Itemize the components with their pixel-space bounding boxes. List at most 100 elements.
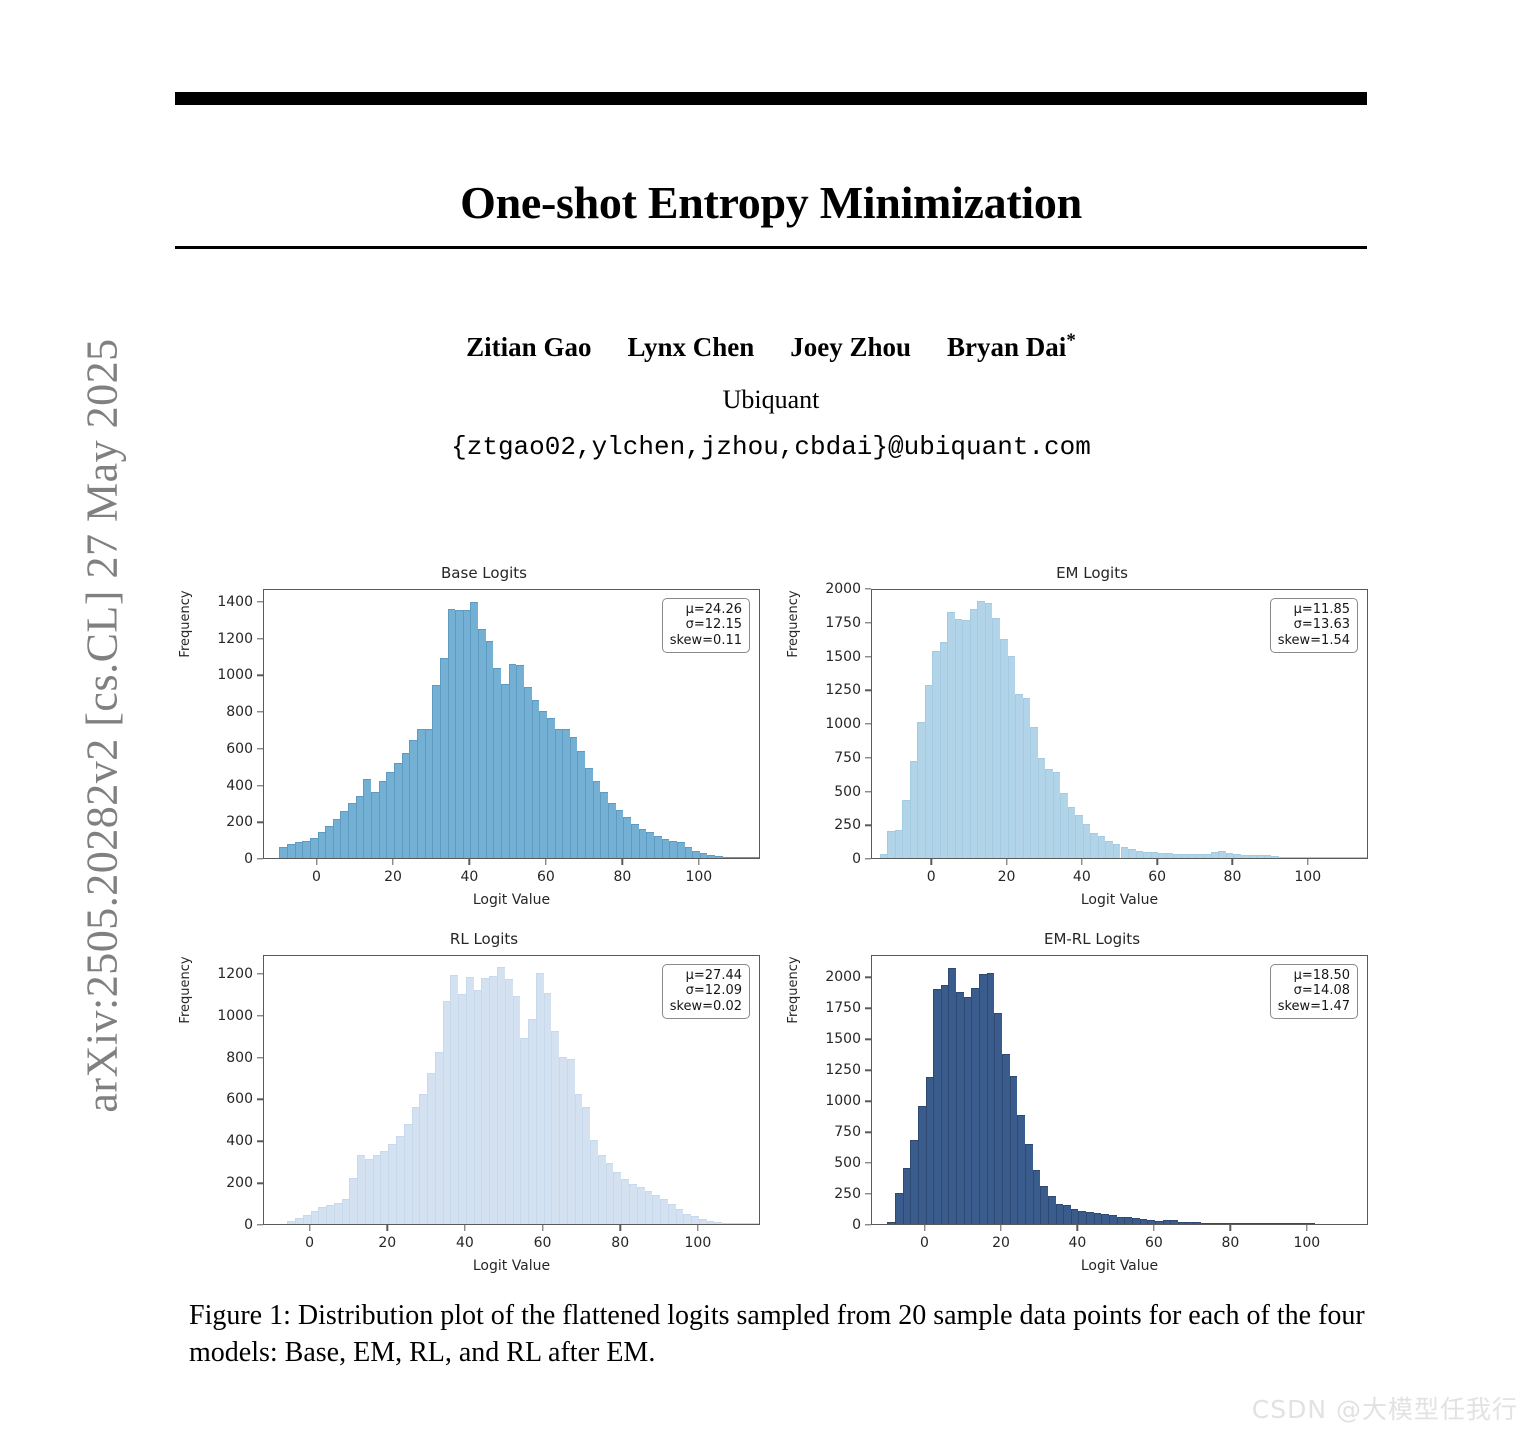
histogram-bar xyxy=(644,1190,653,1224)
contact-email: {ztgao02,ylchen,jzhou,cbdai}@ubiquant.co… xyxy=(451,432,1091,462)
title-rule-bottom xyxy=(175,246,1367,249)
histogram-bar xyxy=(1135,850,1144,858)
histogram-bar xyxy=(543,992,552,1224)
y-tick-label: 1400 xyxy=(217,593,253,610)
histogram-bar xyxy=(1009,1076,1018,1224)
affiliation: Ubiquant xyxy=(722,385,820,414)
x-tick-label: 80 xyxy=(613,869,632,885)
histogram-bar xyxy=(1216,1222,1224,1224)
histogram-bar xyxy=(348,802,356,858)
histogram-bar xyxy=(481,978,490,1224)
x-tick-label: 20 xyxy=(992,1235,1010,1251)
y-tick-label: 600 xyxy=(226,740,253,757)
histogram-bar xyxy=(1231,1223,1239,1224)
chart-title: Base Logits xyxy=(441,564,527,582)
histogram-bar xyxy=(1147,1219,1155,1224)
histogram-bar xyxy=(631,824,639,858)
histogram-bar xyxy=(924,684,933,858)
histogram-bar xyxy=(925,1077,934,1224)
y-tick-label: 1250 xyxy=(825,682,861,699)
stat-mu: μ=24.26 xyxy=(685,602,742,617)
y-tick-label: 750 xyxy=(834,1124,861,1141)
histogram-bar xyxy=(450,974,459,1224)
x-tick-mark xyxy=(698,859,700,865)
y-tick-mark xyxy=(865,757,871,759)
histogram-bar xyxy=(401,753,410,858)
histogram-bar xyxy=(1097,835,1106,858)
histogram-bar xyxy=(623,816,631,858)
histogram-bar xyxy=(1105,841,1113,858)
histogram-bar xyxy=(1060,793,1068,858)
histogram-bar xyxy=(559,1056,567,1224)
x-tick-label: 40 xyxy=(460,869,479,885)
x-axis-ticks: 0 20 40 60 80 100 xyxy=(871,1225,1368,1265)
histogram-bar xyxy=(887,831,895,858)
histogram-bar xyxy=(1116,1216,1125,1224)
y-tick-label: 0 xyxy=(244,851,253,867)
stat-skew: skew=0.11 xyxy=(669,632,742,648)
histogram-bar xyxy=(535,972,544,1224)
histogram-bar xyxy=(523,687,532,858)
x-axis-ticks: 0 20 40 60 80 100 xyxy=(871,859,1368,899)
histogram-bar xyxy=(1185,1222,1194,1224)
histogram-bar xyxy=(1075,814,1083,858)
x-tick-mark xyxy=(545,859,547,865)
x-tick-label: 0 xyxy=(305,1235,315,1251)
y-tick-mark xyxy=(257,821,263,823)
histogram-bar xyxy=(512,995,521,1224)
histogram-bar xyxy=(660,1198,668,1224)
stat-sigma: σ=14.08 xyxy=(1293,983,1350,999)
x-tick-label: 80 xyxy=(1223,869,1242,885)
histogram-bar xyxy=(1063,1205,1071,1224)
x-tick-mark xyxy=(1000,1225,1002,1231)
x-tick-mark xyxy=(930,859,932,865)
x-tick-label: 100 xyxy=(1293,1235,1321,1251)
histogram-bar xyxy=(753,857,759,858)
histogram-bar xyxy=(917,722,925,858)
histogram-bar xyxy=(986,973,995,1224)
histogram-bar xyxy=(442,1001,451,1224)
histogram-bar xyxy=(531,700,540,858)
histogram-bar xyxy=(294,842,303,858)
histogram-bar xyxy=(1195,853,1204,858)
histogram-bar xyxy=(364,1159,373,1224)
x-tick-label: 80 xyxy=(611,1235,630,1251)
histogram-bar xyxy=(302,1214,311,1224)
histogram-bar xyxy=(1338,857,1347,858)
y-tick-label: 1750 xyxy=(825,1000,861,1017)
x-tick-mark xyxy=(392,859,394,865)
y-tick-mark xyxy=(865,824,871,826)
histogram-bar xyxy=(977,600,985,858)
histogram-bar xyxy=(1030,727,1038,858)
y-tick-label: 500 xyxy=(834,783,861,800)
histogram-bar xyxy=(698,1218,707,1224)
histogram-bar xyxy=(462,610,471,858)
y-tick-label: 400 xyxy=(226,1133,253,1150)
histogram-bar xyxy=(1261,1223,1270,1224)
histogram-bar xyxy=(692,850,700,858)
histogram-bar xyxy=(287,1220,296,1224)
y-tick-label: 1500 xyxy=(825,1031,861,1048)
histogram-bar xyxy=(363,779,372,858)
y-tick-mark xyxy=(257,1098,263,1101)
histogram-bar xyxy=(1208,1222,1217,1224)
x-tick-mark xyxy=(468,859,471,865)
histogram-bar xyxy=(963,996,972,1224)
histogram-bar xyxy=(1128,849,1136,858)
histogram-bar xyxy=(600,791,609,858)
x-tick-label: 60 xyxy=(1144,1235,1163,1251)
paper-page: One-shot Entropy Minimization Zitian Gao… xyxy=(175,0,1368,1444)
histogram-bar xyxy=(1225,852,1234,858)
y-tick-label: 1200 xyxy=(217,630,253,647)
histogram-bar xyxy=(917,1106,926,1224)
histogram-bar xyxy=(652,1194,661,1224)
chart-panel-2: RL Logits Frequency Logit Value 0 200 400 600 8… xyxy=(178,926,788,1288)
stat-mu: μ=27.44 xyxy=(685,968,742,983)
histogram-bar xyxy=(1024,1143,1033,1224)
histogram-bar xyxy=(489,975,497,1224)
histogram-bar xyxy=(699,853,708,858)
y-tick-label: 1500 xyxy=(825,648,861,665)
histogram-bar xyxy=(675,1209,684,1224)
histogram-bar xyxy=(1022,698,1031,858)
histogram-bar xyxy=(879,853,888,858)
